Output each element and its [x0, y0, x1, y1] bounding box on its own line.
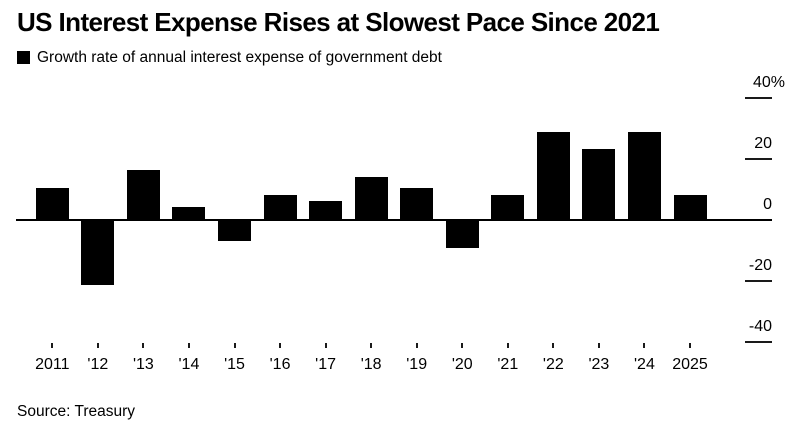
x-axis-zero-line	[16, 219, 772, 221]
bar-23	[582, 148, 616, 220]
bar-21	[491, 195, 525, 220]
x-axis-tick	[689, 343, 691, 348]
x-axis-label: '23	[588, 356, 610, 373]
x-axis-label: '16	[269, 356, 291, 373]
x-axis-tick	[415, 343, 418, 348]
bar-19	[400, 188, 434, 220]
x-axis-tick	[370, 343, 373, 348]
bar-2011	[35, 188, 69, 220]
x-axis-tick	[233, 343, 236, 348]
y-axis-tick	[745, 97, 772, 99]
bar-24	[627, 132, 661, 220]
legend-label: Growth rate of annual interest expense o…	[37, 49, 442, 66]
bar-18	[354, 176, 388, 220]
x-axis-tick	[643, 343, 646, 348]
bar-14	[172, 207, 206, 220]
x-axis-label: 2011	[35, 356, 70, 373]
x-axis-label: '17	[315, 356, 337, 373]
x-axis-label: '15	[224, 356, 245, 373]
bar-22	[536, 132, 570, 220]
x-axis-label: '13	[132, 356, 154, 373]
bar-2025	[673, 195, 707, 220]
x-axis-label: '22	[542, 356, 564, 373]
x-axis-tick	[142, 343, 145, 348]
x-axis-label: '20	[451, 356, 473, 373]
x-axis-label: '21	[497, 356, 519, 373]
x-axis-label: '19	[406, 356, 428, 373]
y-axis-tick	[745, 341, 772, 343]
bar-13	[126, 170, 160, 220]
chart-title: US Interest Expense Rises at Slowest Pac…	[17, 7, 660, 37]
x-axis-label: '14	[178, 356, 200, 373]
bar-20	[445, 220, 479, 248]
bar-17	[309, 201, 343, 220]
bar-16	[263, 195, 297, 220]
x-axis-tick	[96, 343, 99, 348]
x-axis-tick	[552, 343, 555, 348]
y-axis-label: 40%	[752, 74, 785, 91]
legend: Growth rate of annual interest expense o…	[17, 49, 442, 66]
x-axis-tick	[279, 343, 282, 348]
y-axis-label: 20	[754, 135, 772, 152]
y-axis-label: 0	[763, 196, 772, 213]
x-axis-tick	[461, 343, 464, 348]
x-axis-tick	[187, 343, 190, 348]
bar-12	[81, 220, 115, 285]
bar-15	[218, 220, 251, 242]
x-axis-tick	[51, 343, 54, 348]
y-axis-tick	[745, 280, 772, 282]
x-axis-tick	[324, 343, 327, 348]
y-axis-label: -20	[748, 257, 772, 274]
x-axis-tick	[506, 343, 509, 348]
x-axis-label: 2025	[672, 356, 708, 373]
x-axis-label: '12	[87, 356, 109, 373]
y-axis-label: -40	[748, 318, 772, 335]
y-axis-tick	[745, 158, 772, 160]
x-axis-label: '18	[360, 356, 382, 373]
x-axis-tick	[597, 343, 600, 348]
x-axis-label: '24	[634, 356, 655, 373]
source-note: Source: Treasury	[17, 403, 136, 420]
legend-swatch-icon	[17, 51, 30, 64]
